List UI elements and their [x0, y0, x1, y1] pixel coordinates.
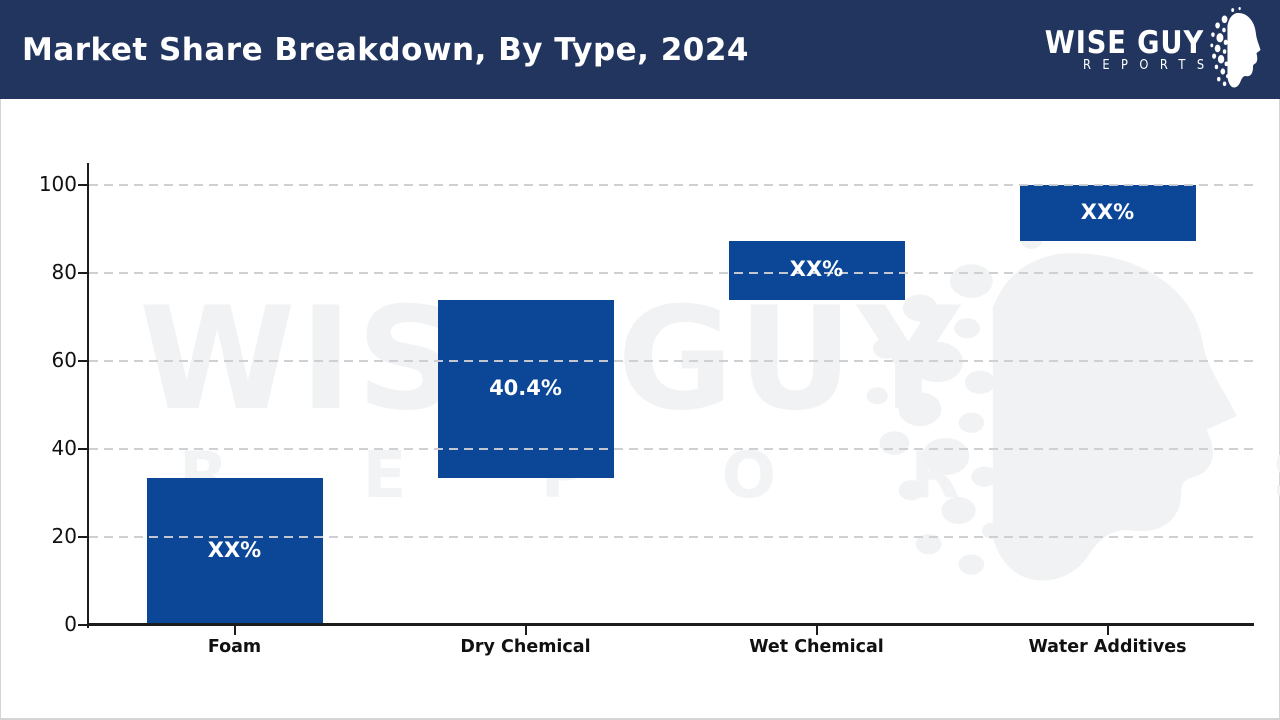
- y-tick-label-100: 100: [38, 172, 77, 196]
- header-bar: Market Share Breakdown, By Type, 2024 WI…: [0, 0, 1280, 99]
- x-tick-dry-chemical: [524, 626, 527, 635]
- logo-line2: REPORTS: [1082, 58, 1216, 74]
- x-tick-foam: [233, 626, 236, 635]
- wiseguy-logo: WISE GUY REPORTS: [1023, 6, 1264, 94]
- gridline-40: [89, 448, 1253, 450]
- bar-value-label-water-additives: XX%: [1080, 199, 1135, 224]
- chart-title: Market Share Breakdown, By Type, 2024: [22, 31, 750, 68]
- bar-dry-chemical: [437, 299, 614, 478]
- y-tick-60: [78, 360, 87, 362]
- logo-wordmark: WISE GUY REPORTS: [1045, 27, 1204, 74]
- y-tick-40: [78, 448, 87, 450]
- category-label-foam: Foam: [207, 637, 262, 657]
- y-tick-100: [78, 184, 87, 186]
- bar-foam: [146, 477, 323, 625]
- y-tick-label-40: 40: [51, 436, 77, 460]
- watermark-reports: R E P O R T S: [179, 439, 1280, 513]
- bar-value-label-foam: XX%: [207, 538, 262, 563]
- chart-area: WISE GUY R E P O R T S XX% Foam 40.4% Dry C…: [0, 99, 1280, 720]
- gridline-20: [89, 536, 1253, 538]
- x-axis-line: [87, 623, 1254, 626]
- category-label-dry-chemical: Dry Chemical: [460, 637, 591, 657]
- bar-value-label-wet-chemical: XX%: [789, 257, 844, 282]
- logo-line1: WISE GUY: [1044, 24, 1204, 61]
- y-tick-label-0: 0: [64, 612, 77, 636]
- y-tick-label-60: 60: [51, 348, 77, 372]
- watermark-head-icon: [866, 227, 1237, 581]
- bar-wet-chemical: [728, 240, 905, 300]
- y-tick-label-20: 20: [51, 524, 77, 548]
- logo-head-icon: [1210, 7, 1261, 88]
- x-tick-wet-chemical: [815, 626, 818, 635]
- bar-water-additives: [1019, 185, 1196, 241]
- y-tick-0: [78, 624, 87, 626]
- category-label-wet-chemical: Wet Chemical: [749, 637, 884, 657]
- gridline-60: [89, 360, 1253, 362]
- category-label-water-additives: Water Additives: [1028, 637, 1187, 657]
- y-tick-80: [78, 272, 87, 274]
- y-tick-20: [78, 536, 87, 538]
- bar-value-label-dry-chemical: 40.4%: [489, 375, 562, 400]
- x-tick-water-additives: [1106, 626, 1109, 635]
- gridline-100: [89, 184, 1253, 186]
- gridline-80: [89, 272, 1253, 274]
- y-axis-line: [87, 163, 89, 628]
- y-tick-label-80: 80: [51, 260, 77, 284]
- watermark-wordmark: WISE GUY: [139, 277, 964, 442]
